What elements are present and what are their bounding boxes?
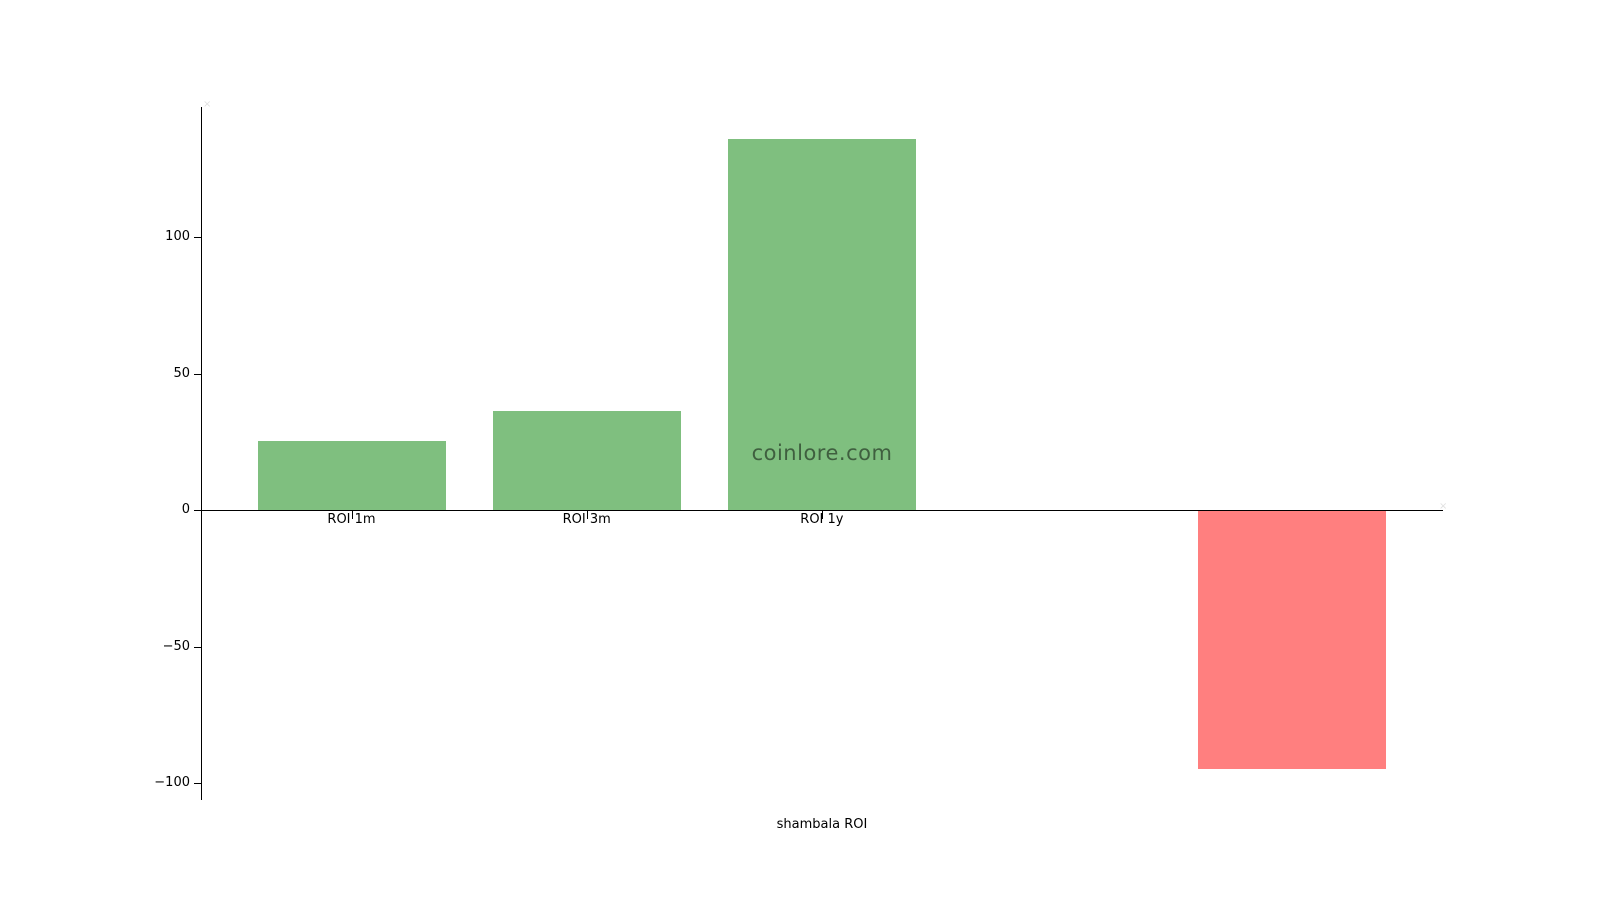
watermark-text: coinlore.com [751,441,893,465]
x-tick-mark [821,511,823,519]
y-tick-mark [194,646,201,648]
bar-roi-3m [492,410,681,510]
y-tick-label: 50 [173,365,190,381]
x-tick-mark [586,511,588,519]
x-tick-mark [351,511,353,519]
y-tick-label: −50 [162,638,190,654]
bar-unlabeled-4 [1198,510,1387,770]
y-tick-mark [194,373,201,375]
y-tick-mark [194,783,201,784]
x-axis-line [195,510,1443,511]
x-axis-title: shambala ROI [776,817,868,832]
bar-roi-1y [727,139,916,510]
bar-roi-1m [257,440,446,510]
x-tick-label: ROI 1y [800,512,844,527]
y-tick-label: −100 [154,775,190,790]
y-tick-label: 100 [165,229,190,244]
y-axis-line [201,107,202,800]
x-tick-label: ROI 1m [327,512,376,527]
spine-end-artifact-right: × [1439,501,1448,512]
y-tick-label: 0 [181,502,190,517]
y-tick-mark [194,237,201,238]
x-tick-label: ROI 3m [562,512,611,527]
spine-end-artifact-top: × [203,99,212,110]
y-tick-mark [194,510,201,511]
